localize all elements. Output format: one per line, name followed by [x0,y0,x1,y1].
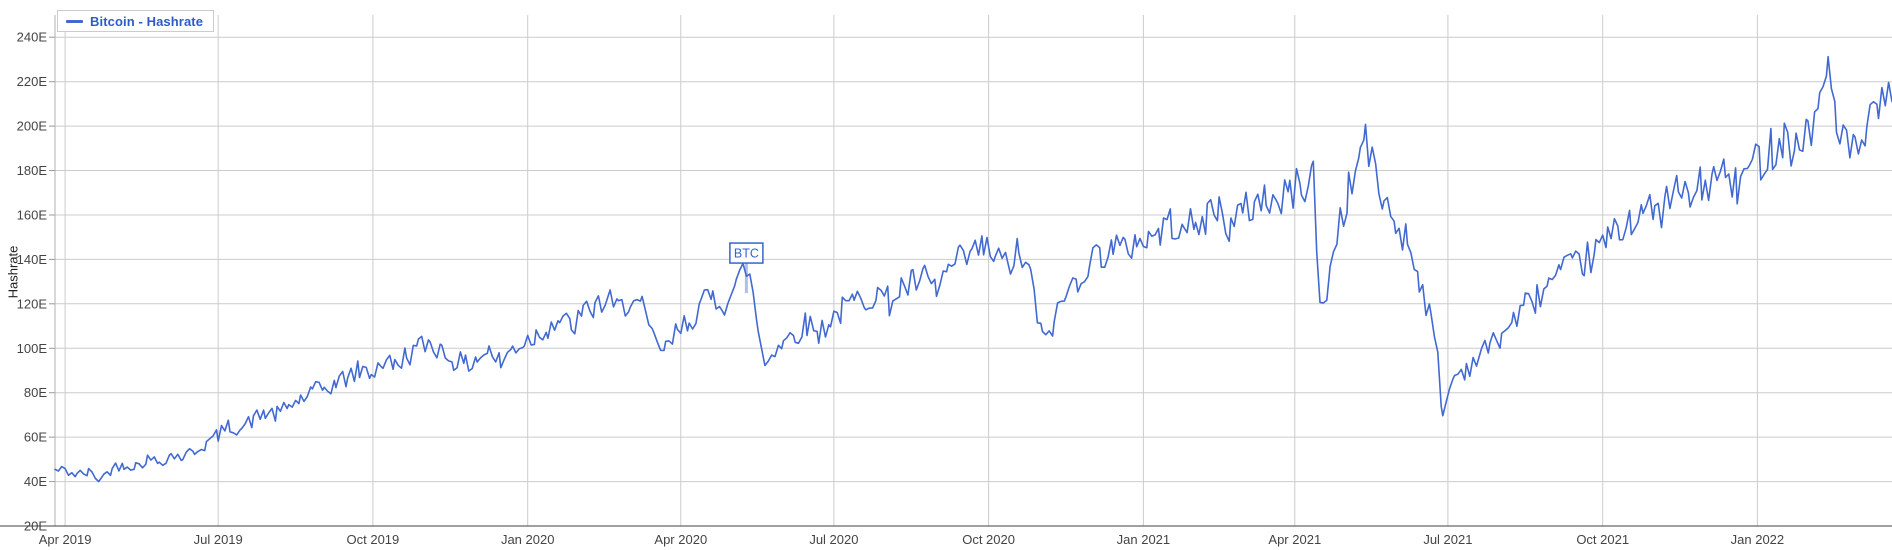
x-tick-label: Jan 2021 [1117,532,1171,547]
y-tick-label: 120E [17,296,48,311]
y-tick-label: 100E [17,341,48,356]
legend-label: Bitcoin - Hashrate [90,13,204,29]
y-tick-label: 140E [17,252,48,267]
x-tick-label: Apr 2020 [654,532,707,547]
hashrate-series-line [54,55,1892,483]
x-tick-label: Apr 2019 [39,532,92,547]
x-tick-label: Oct 2020 [962,532,1015,547]
x-tick-label: Jul 2020 [809,532,858,547]
y-tick-label: 180E [17,163,48,178]
legend[interactable]: Bitcoin - Hashrate [57,10,215,32]
y-axis-title: Hashrate [5,245,21,299]
y-tick-label: 220E [17,74,48,89]
btc-annotation-box[interactable] [729,242,764,264]
x-tick-label: Apr 2021 [1268,532,1321,547]
x-tick-label: Oct 2021 [1576,532,1629,547]
x-tick-label: Oct 2019 [347,532,400,547]
x-tick-label: Jul 2021 [1423,532,1472,547]
y-tick-label: 40E [24,474,47,489]
x-tick-label: Jul 2019 [194,532,243,547]
y-tick-label: 80E [24,385,47,400]
btc-annotation-label[interactable]: BTC [734,247,759,261]
y-tick-label: 160E [17,208,48,223]
x-tick-label: Jan 2020 [501,532,555,547]
y-tick-label: 60E [24,430,47,445]
series-color-swatch [66,19,83,23]
x-tick-label: Jan 2022 [1731,532,1785,547]
y-tick-label: 240E [17,30,48,45]
y-tick-label: 200E [17,119,48,134]
